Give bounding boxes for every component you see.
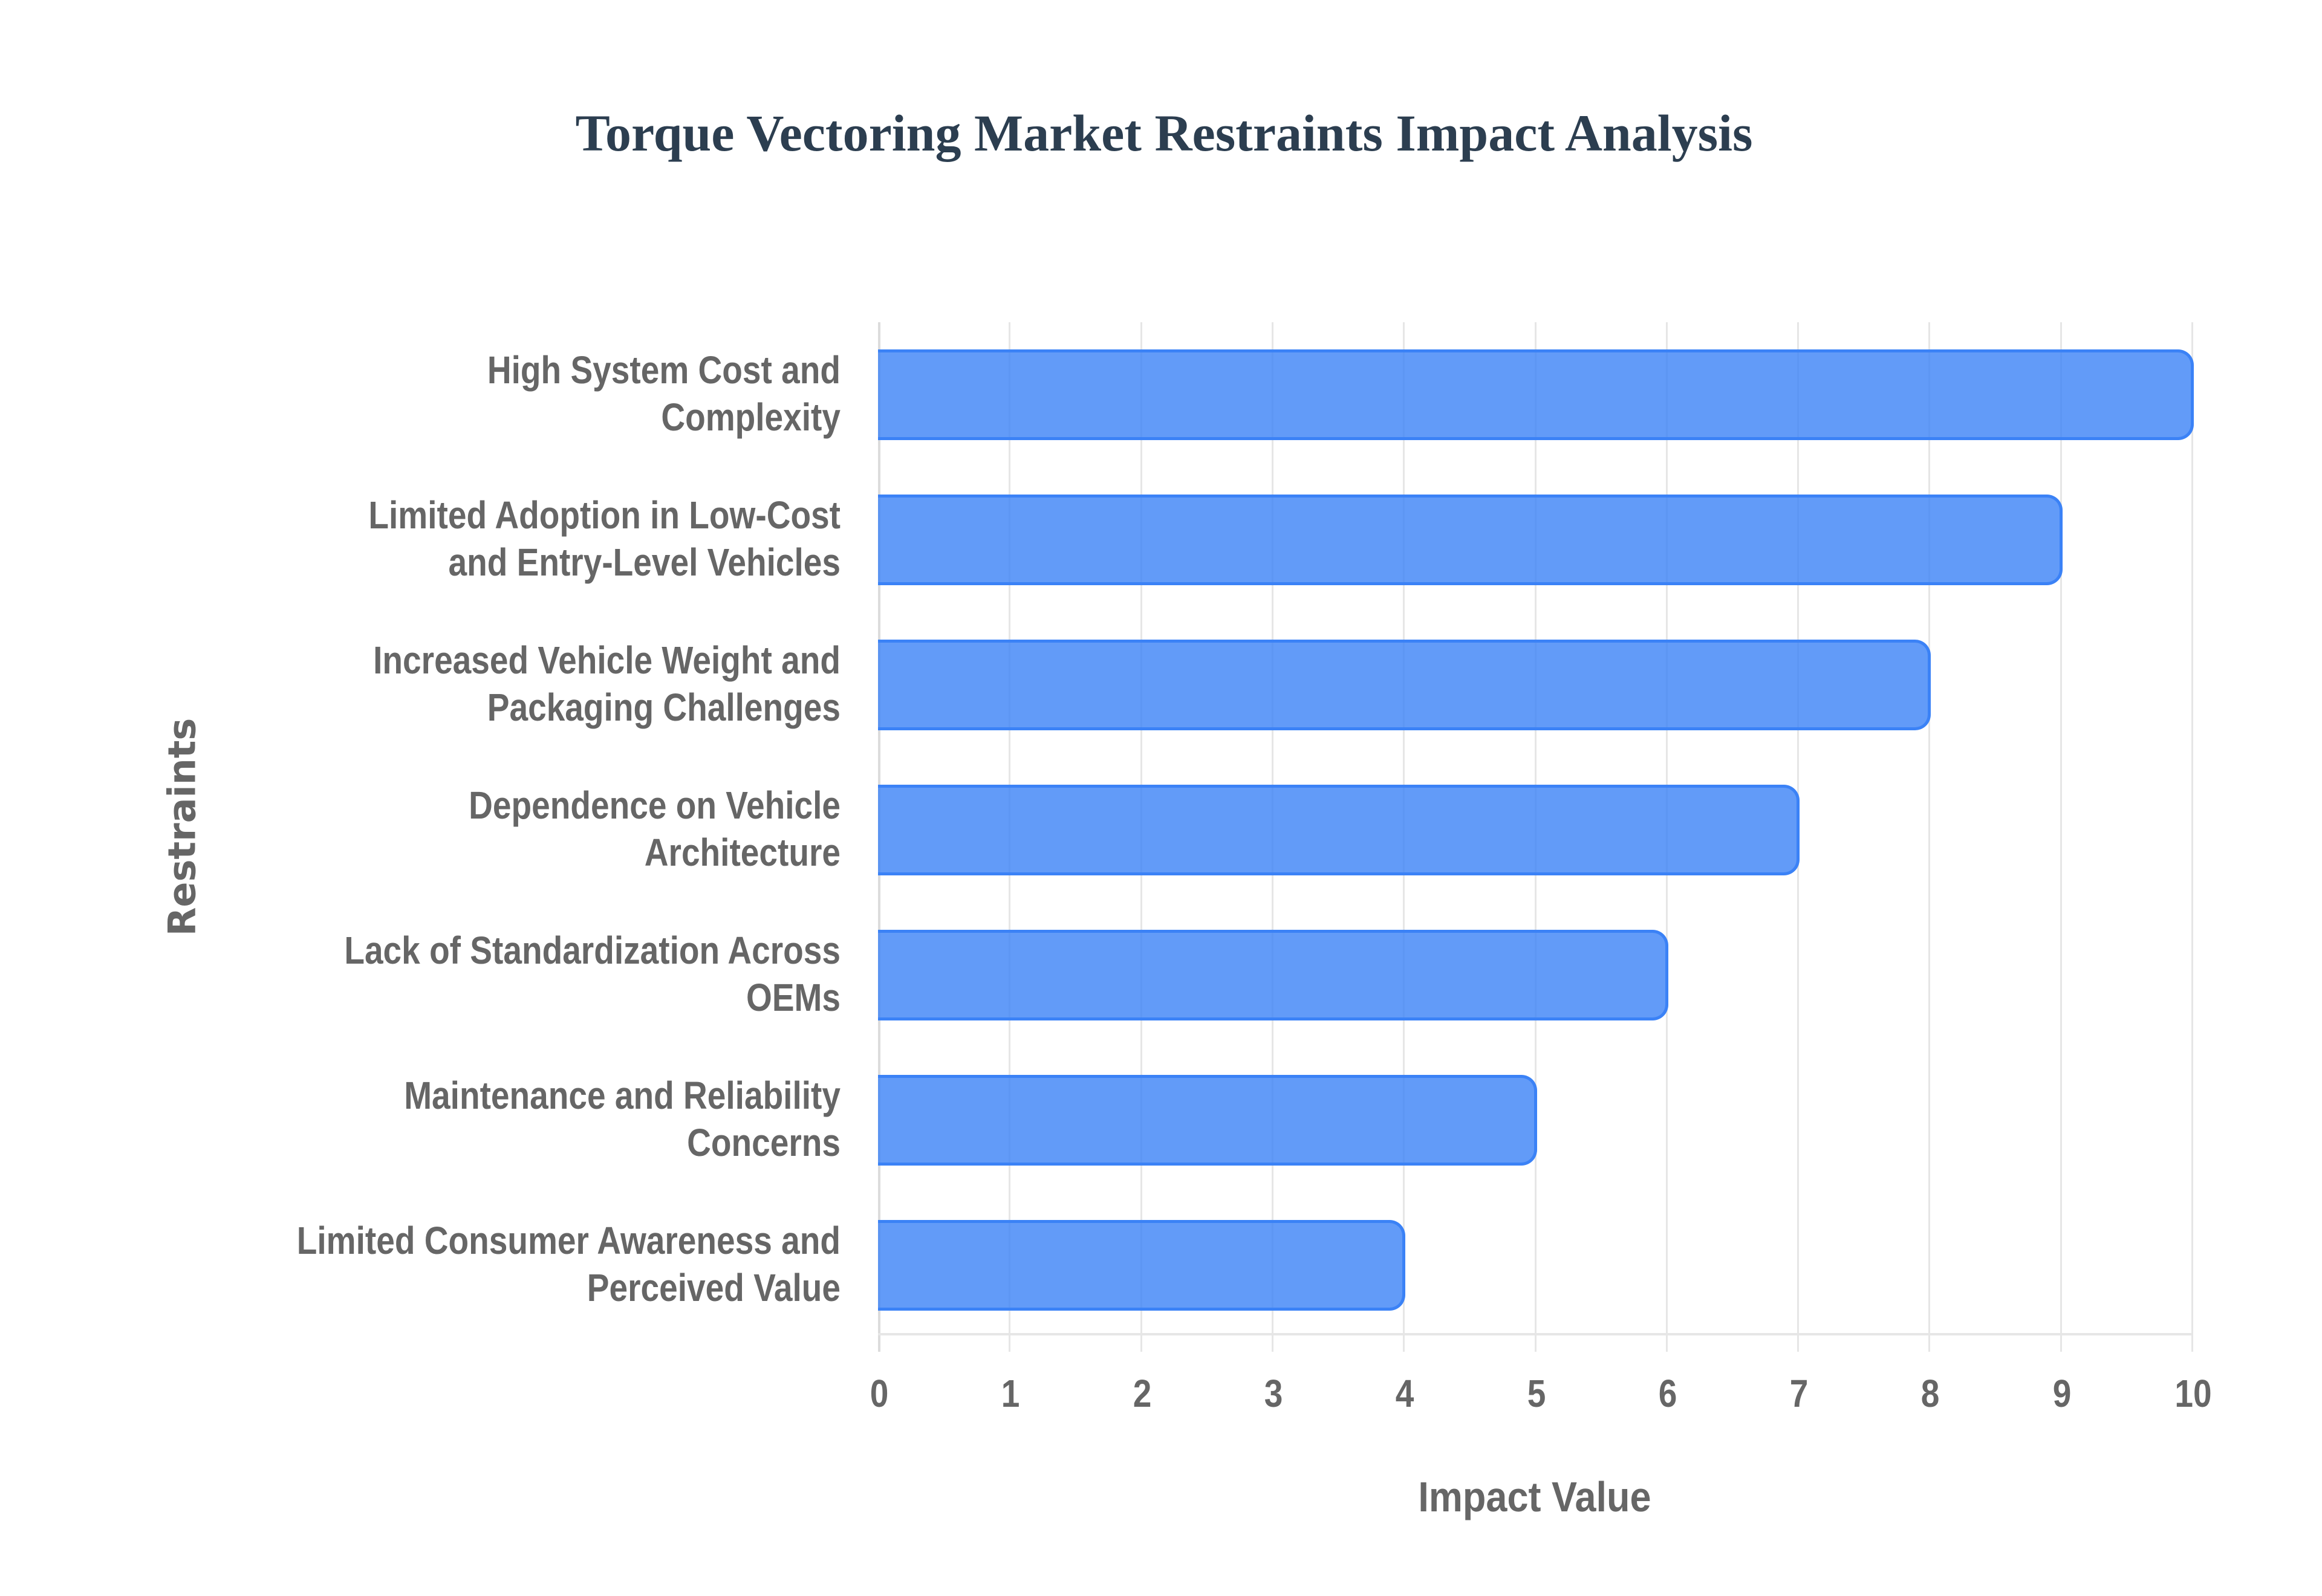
category-label: Maintenance and Reliability Concerns bbox=[268, 1072, 841, 1166]
bar-1[interactable] bbox=[878, 349, 2194, 440]
category-label-line: Perceived Value bbox=[587, 1266, 841, 1309]
x-axis-title: Impact Value bbox=[1418, 1473, 1651, 1520]
y-axis-title: Restraints bbox=[160, 718, 204, 936]
x-tick-label: 0 bbox=[870, 1372, 889, 1415]
bar-3[interactable] bbox=[878, 640, 1931, 730]
category-label: High System Cost and Complexity bbox=[268, 346, 841, 441]
x-tick-label: 8 bbox=[1921, 1372, 1940, 1415]
plot-area bbox=[878, 322, 2194, 1352]
category-label-line: Limited Adoption in Low-Cost bbox=[368, 493, 841, 537]
category-label-line: Complexity bbox=[661, 395, 841, 439]
category-label-line: Maintenance and Reliability bbox=[404, 1074, 841, 1117]
gridline-x-10 bbox=[2191, 322, 2193, 1352]
x-tick-label: 5 bbox=[1527, 1372, 1546, 1415]
x-tick-label: 2 bbox=[1133, 1372, 1151, 1415]
bar-5[interactable] bbox=[878, 930, 1668, 1020]
category-label-line: Packaging Challenges bbox=[487, 686, 841, 729]
x-tick-label: 7 bbox=[1789, 1372, 1809, 1415]
category-label-line: Architecture bbox=[644, 831, 841, 874]
chart-title: Torque Vectoring Market Restraints Impac… bbox=[575, 104, 1753, 162]
category-label-line: Increased Vehicle Weight and bbox=[373, 638, 841, 682]
gridline-x-9 bbox=[2060, 322, 2062, 1352]
category-label-line: Limited Consumer Awareness and bbox=[296, 1219, 841, 1262]
category-label-line: Concerns bbox=[687, 1121, 841, 1164]
bar-2[interactable] bbox=[878, 495, 2063, 585]
category-label: Increased Vehicle Weight and Packaging Ch… bbox=[268, 637, 841, 731]
category-label-line: High System Cost and bbox=[487, 348, 841, 392]
x-tick-label: 9 bbox=[2052, 1372, 2071, 1415]
category-label: Lack of Standardization Across OEMs bbox=[268, 927, 841, 1021]
category-label-line: Dependence on Vehicle bbox=[469, 783, 841, 827]
x-tick-label: 3 bbox=[1264, 1372, 1283, 1415]
x-tick-label: 4 bbox=[1395, 1372, 1414, 1415]
bar-6[interactable] bbox=[878, 1075, 1537, 1166]
x-tick-label: 1 bbox=[1001, 1372, 1020, 1415]
bar-4[interactable] bbox=[878, 785, 1800, 875]
x-tick-label: 10 bbox=[2174, 1372, 2212, 1415]
category-label-line: Lack of Standardization Across bbox=[344, 929, 841, 972]
category-label-line: and Entry-Level Vehicles bbox=[448, 540, 841, 584]
x-tick-label: 6 bbox=[1658, 1372, 1677, 1415]
category-label-line: OEMs bbox=[746, 976, 841, 1019]
category-label: Dependence on Vehicle Architecture bbox=[268, 782, 841, 876]
bar-7[interactable] bbox=[878, 1220, 1406, 1311]
gridline-x-8 bbox=[1928, 322, 1931, 1352]
category-label: Limited Consumer Awareness and Perceived … bbox=[268, 1217, 841, 1311]
category-label: Limited Adoption in Low-Cost and Entry-Le… bbox=[268, 491, 841, 586]
